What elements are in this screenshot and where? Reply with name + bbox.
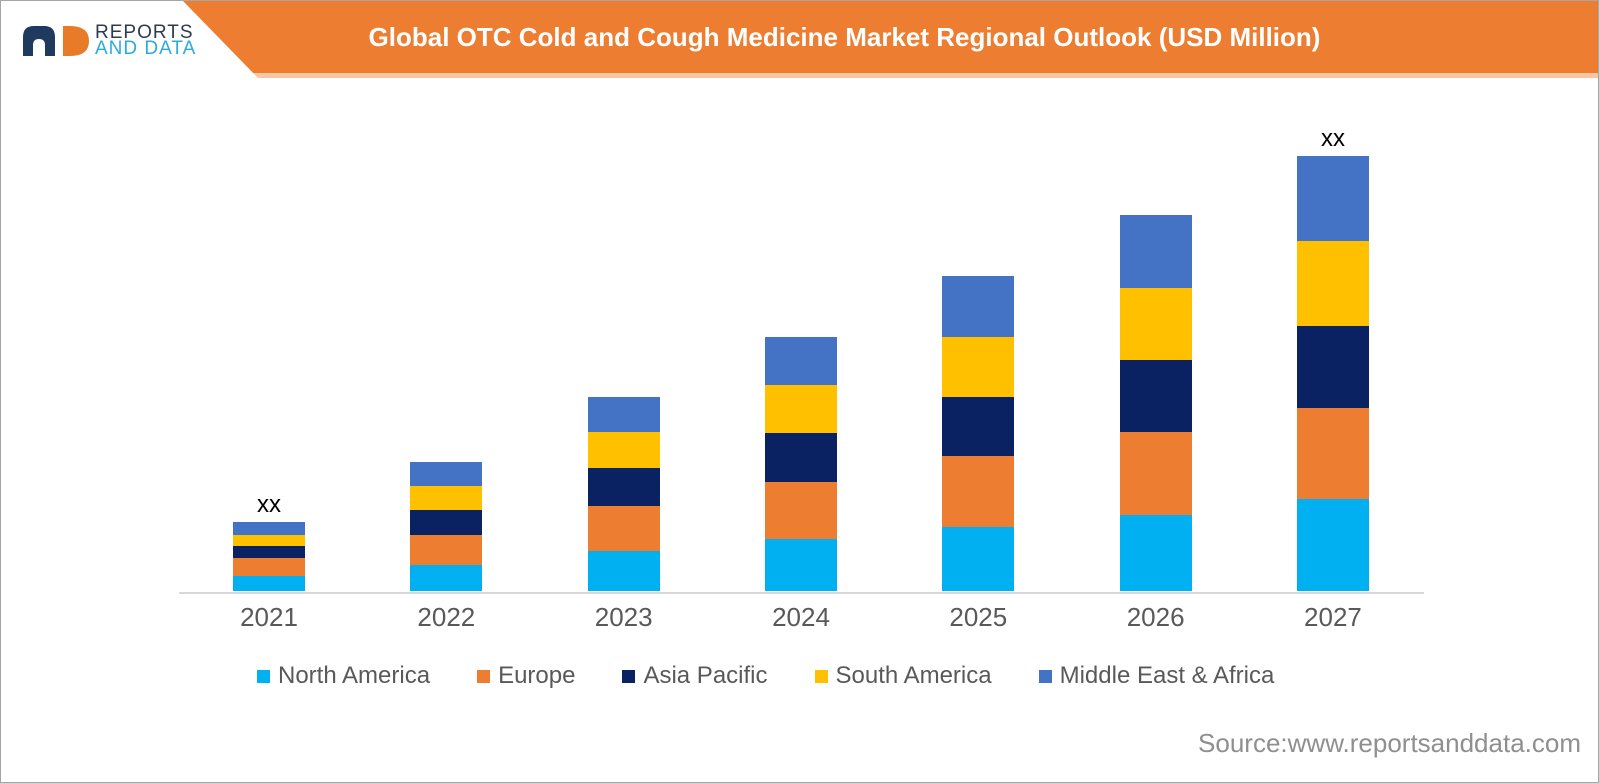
bar-segment-asia-pacific [587, 468, 660, 506]
legend-swatch-icon [477, 669, 491, 683]
bar-segment-north-america [410, 565, 483, 591]
legend-swatch-icon [622, 669, 636, 683]
x-axis-label-2024: 2024 [772, 602, 830, 632]
x-axis-label-2021: 2021 [240, 602, 298, 632]
logo-line-reports: REPORTS [95, 22, 194, 43]
chart-title: Global OTC Cold and Cough Medicine Marke… [368, 21, 1321, 52]
source-text: Source:www.reportsanddata.com [1198, 728, 1581, 758]
bar-segment-south-america [764, 385, 837, 433]
bar-segment-asia-pacific [1296, 326, 1369, 408]
logo-line-anddata: AND DATA [95, 38, 197, 59]
bar-segment-south-america [942, 337, 1015, 397]
x-axis-label-2022: 2022 [417, 602, 476, 632]
stacked-bar-2025 [942, 276, 1015, 591]
bar-segment-asia-pacific [942, 397, 1015, 456]
legend-item-north-america: North America [257, 662, 430, 690]
bar-segment-middle-east-africa [1119, 215, 1192, 288]
stacked-bar-2022 [410, 462, 483, 591]
bar-segment-middle-east-africa [764, 337, 837, 385]
bar-segment-europe [410, 535, 483, 565]
legend-swatch-icon [1038, 669, 1052, 683]
bar-segment-north-america [764, 539, 837, 591]
stacked-bar-2026 [1119, 215, 1192, 591]
bar-segment-south-america [587, 432, 660, 468]
bar-segment-europe [587, 506, 660, 551]
bar-segment-south-america [1296, 241, 1369, 326]
x-axis-label-2023: 2023 [594, 602, 653, 632]
bar-segment-middle-east-africa [1296, 156, 1369, 241]
stacked-bar-2024 [764, 337, 837, 591]
legend-swatch-icon [257, 669, 270, 683]
bar-segment-middle-east-africa [942, 276, 1015, 337]
legend-label: Europe [498, 662, 576, 689]
bar-segment-south-america [1119, 288, 1192, 360]
bar-segment-south-america [233, 535, 305, 546]
bar-segment-europe [764, 482, 837, 539]
bar-segment-north-america [1296, 499, 1369, 591]
bar-segment-north-america [1119, 515, 1192, 591]
bar-segment-europe [942, 456, 1015, 527]
x-axis-label-2025: 2025 [949, 602, 1008, 632]
bar-segment-middle-east-africa [587, 397, 660, 432]
legend: North America Europe Asia Pacific South Ame… [257, 662, 1274, 690]
bar-segment-north-america [587, 551, 660, 591]
bar-segment-north-america [942, 527, 1015, 591]
stacked-bar-2027 [1296, 156, 1369, 591]
bar-segment-europe [233, 558, 305, 576]
legend-label: North America [278, 662, 431, 689]
x-axis-line [179, 592, 1424, 594]
legend-item-asia-pacific: Asia Pacific [622, 662, 768, 690]
bar-value-label-2021: xx [257, 491, 281, 518]
legend-item-europe: Europe [477, 662, 575, 690]
bar-value-label-2027: xx [1320, 125, 1345, 152]
stacked-bar-2023 [587, 397, 660, 591]
legend-label: Asia Pacific [643, 662, 768, 689]
title-banner [1, 1, 1598, 73]
bar-segment-asia-pacific [410, 510, 483, 535]
title-banner-edge [1, 73, 1598, 78]
bar-segment-asia-pacific [764, 433, 837, 482]
x-axis-label-2027: 2027 [1304, 602, 1362, 632]
legend-swatch-icon [814, 669, 828, 683]
bar-segment-north-america [233, 576, 305, 591]
logo-text: REPORTS AND DATA [95, 22, 197, 59]
rd-logo-icon [23, 26, 89, 56]
stacked-bar-2021 [233, 522, 305, 591]
bar-segment-south-america [410, 486, 483, 510]
bar-segment-middle-east-africa [410, 462, 483, 486]
bar-segment-europe [1296, 408, 1369, 499]
legend-item-middle-east-africa: Middle East & Africa [1038, 662, 1275, 690]
legend-label: Middle East & Africa [1059, 662, 1275, 689]
legend-item-south-america: South America [814, 662, 992, 690]
bar-segment-asia-pacific [233, 546, 305, 558]
legend-label: South America [835, 662, 992, 689]
bar-segment-europe [1119, 432, 1192, 515]
x-axis-label-2026: 2026 [1126, 602, 1185, 632]
bar-segment-asia-pacific [1119, 360, 1192, 432]
bar-segment-middle-east-africa [233, 522, 305, 535]
